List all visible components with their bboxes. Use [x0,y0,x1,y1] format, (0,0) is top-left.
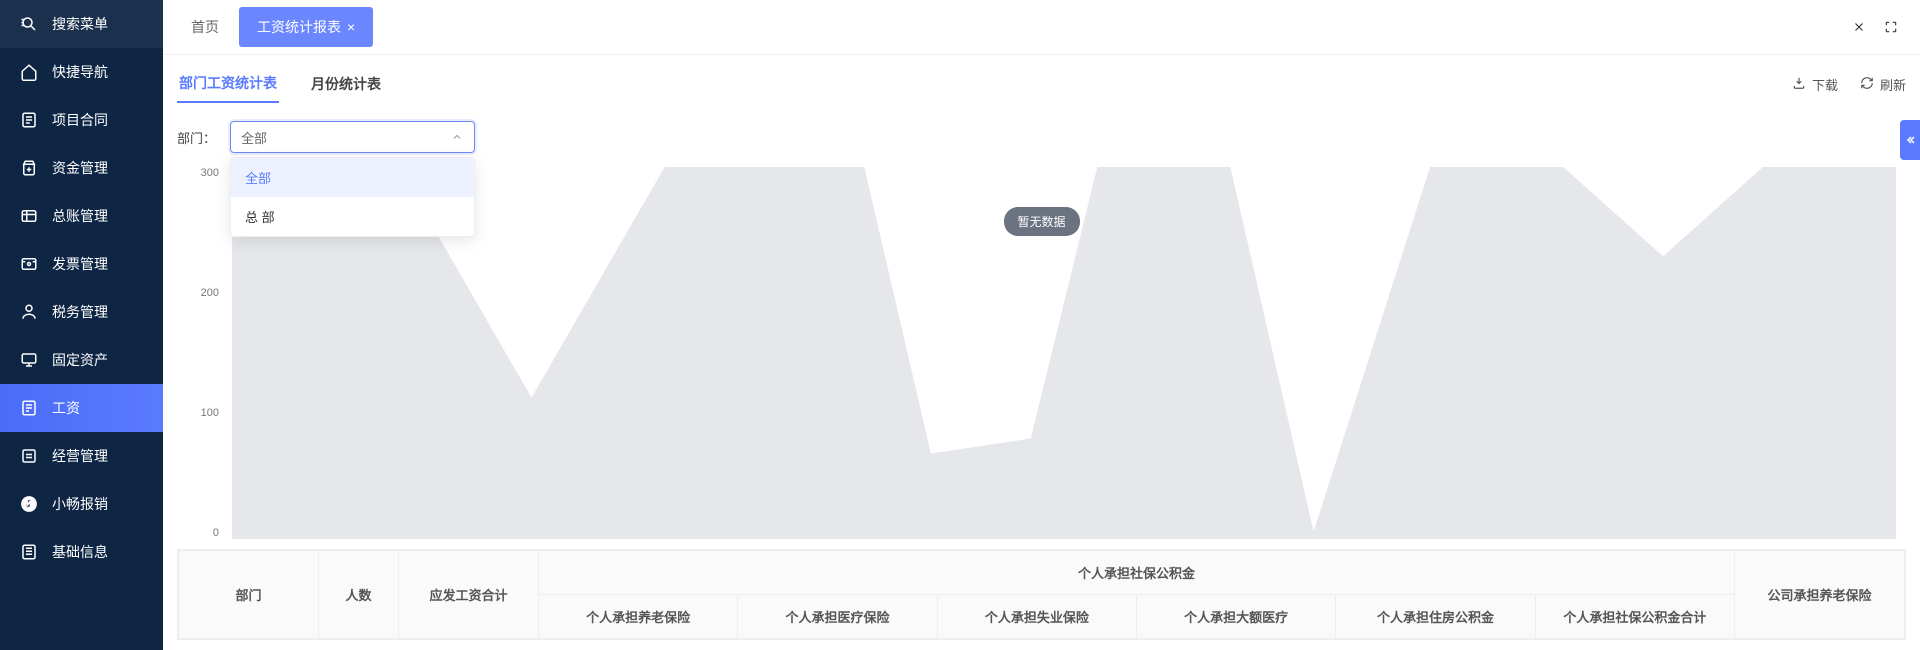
y-axis: 300 200 100 0 [177,167,227,539]
th-count: 人数 [319,551,399,639]
no-data-badge: 暂无数据 [1003,207,1079,236]
download-button[interactable]: 下载 [1792,75,1838,94]
chevron-up-icon [450,130,464,144]
tabbar: 首页 工资统计报表 × [163,0,1920,55]
invoice-icon [20,255,38,273]
sidebar-item-salary[interactable]: 工资 [0,384,163,432]
sidebar-label: 资金管理 [52,158,108,178]
close-icon[interactable]: × [347,19,355,35]
sidebar-label: 快捷导航 [52,62,108,82]
home-icon [20,63,38,81]
dept-select-wrap: 全部 全部 总 部 [230,121,475,153]
th-sub: 个人承担大额医疗 [1136,595,1335,639]
asset-icon [20,351,38,369]
sidebar-label: 固定资产 [52,350,108,370]
sidebar-label: 总账管理 [52,206,108,226]
download-icon [1792,76,1806,93]
subtab-month[interactable]: 月份统计表 [309,66,383,102]
reimburse-icon [20,495,38,513]
y-tick: 0 [213,527,219,539]
y-tick: 200 [201,287,219,299]
sidebar-item-ledger[interactable]: 总账管理 [0,192,163,240]
tax-icon [20,303,38,321]
th-dept: 部门 [179,551,319,639]
refresh-button[interactable]: 刷新 [1860,75,1906,94]
th-group: 个人承担社保公积金 [539,551,1735,595]
table: 部门 人数 应发工资合计 个人承担社保公积金 公司承担养老保险 个人承担养老保险… [177,549,1906,640]
th-sub: 个人承担住房公积金 [1336,595,1535,639]
sidebar-item-search[interactable]: 搜索菜单 [0,0,163,48]
sidebar-label: 工资 [52,398,80,418]
sidebar-label: 基础信息 [52,542,108,562]
dropdown-option[interactable]: 总 部 [231,197,474,236]
select-value: 全部 [241,128,267,147]
subtab-dept[interactable]: 部门工资统计表 [177,65,279,103]
th-sub: 个人承担养老保险 [539,595,738,639]
y-tick: 100 [201,407,219,419]
tab-active[interactable]: 工资统计报表 × [239,7,373,47]
ledger-icon [20,207,38,225]
th-comp: 公司承担养老保险 [1735,551,1905,639]
close-all-button[interactable] [1848,16,1870,38]
tab-label: 工资统计报表 [257,17,341,37]
sidebar-item-nav[interactable]: 快捷导航 [0,48,163,96]
dept-select[interactable]: 全部 [230,121,475,153]
sidebar-label: 搜索菜单 [52,14,108,34]
filter-row: 部门： 全部 全部 总 部 [177,113,1906,167]
sidebar: 搜索菜单 快捷导航 项目合同 资金管理 总账管理 发票管理 税务管理 固定资产 [0,0,163,650]
filter-label: 部门： [177,128,216,147]
sidebar-item-business[interactable]: 经营管理 [0,432,163,480]
th-sub: 个人承担医疗保险 [738,595,937,639]
sidebar-item-asset[interactable]: 固定资产 [0,336,163,384]
sidebar-label: 项目合同 [52,110,108,130]
sidebar-item-base[interactable]: 基础信息 [0,528,163,576]
sidebar-label: 税务管理 [52,302,108,322]
business-icon [20,447,38,465]
sidebar-label: 经营管理 [52,446,108,466]
subtabs: 部门工资统计表 月份统计表 下载 刷新 [177,55,1906,113]
sidebar-item-contract[interactable]: 项目合同 [0,96,163,144]
tab-home[interactable]: 首页 [181,17,229,37]
sidebar-item-reimburse[interactable]: 小畅报销 [0,480,163,528]
sidebar-item-invoice[interactable]: 发票管理 [0,240,163,288]
sidebar-label: 小畅报销 [52,494,108,514]
th-sub: 个人承担社保公积金合计 [1535,595,1734,639]
money-icon [20,159,38,177]
dropdown-option[interactable]: 全部 [231,158,474,197]
base-icon [20,543,38,561]
main: 首页 工资统计报表 × 部门工资统计表 月份统计表 下载 [163,0,1920,650]
sidebar-label: 发票管理 [52,254,108,274]
contract-icon [20,111,38,129]
sidebar-item-fund[interactable]: 资金管理 [0,144,163,192]
dept-dropdown: 全部 总 部 [230,157,475,237]
content: 部门工资统计表 月份统计表 下载 刷新 部门： 全 [163,55,1920,650]
th-total: 应发工资合计 [399,551,539,639]
refresh-icon [1860,76,1874,93]
collapse-tab[interactable] [1900,120,1920,160]
search-icon [20,15,38,33]
sidebar-item-tax[interactable]: 税务管理 [0,288,163,336]
salary-icon [20,399,38,417]
y-tick: 300 [201,167,219,179]
fullscreen-button[interactable] [1880,16,1902,38]
th-sub: 个人承担失业保险 [937,595,1136,639]
